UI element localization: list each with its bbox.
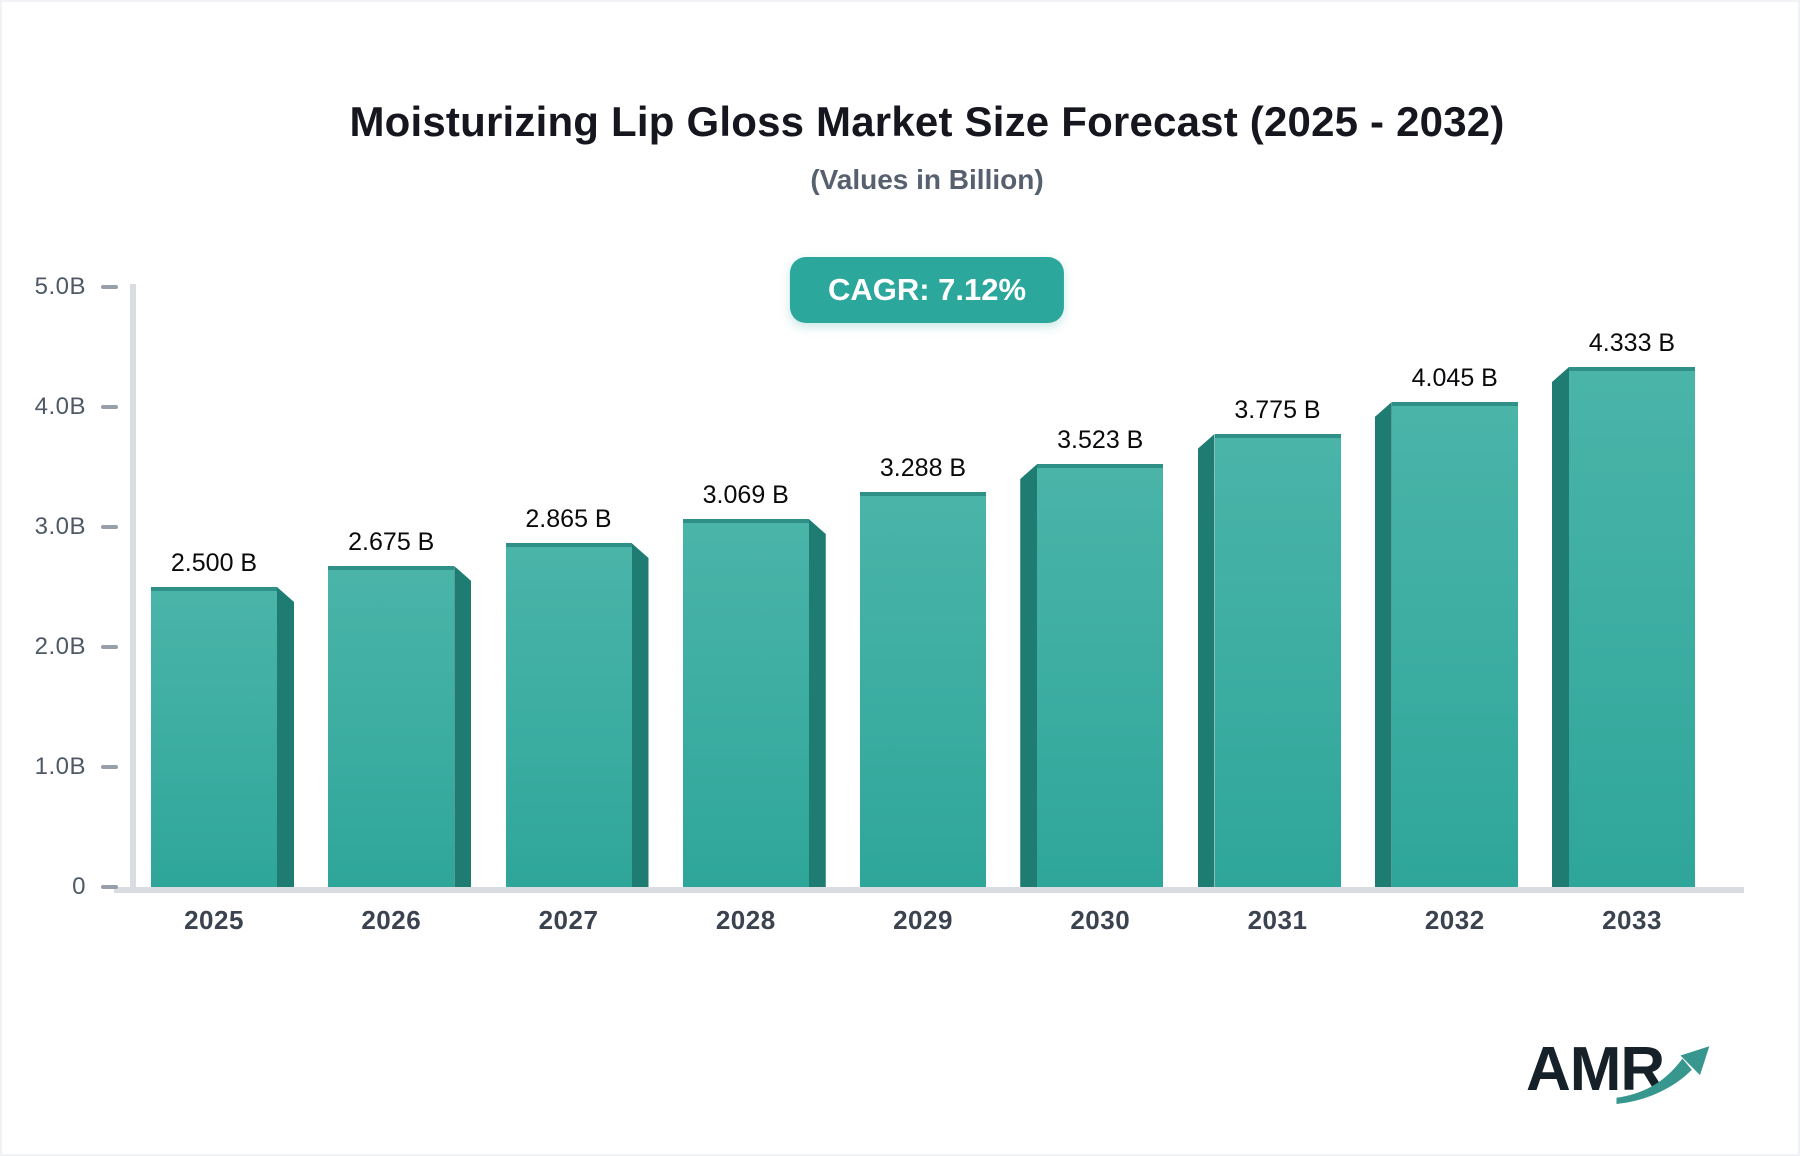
chart-subtitle: (Values in Billion)	[810, 164, 1044, 195]
bar-2029[interactable]	[860, 492, 986, 887]
brand-logo: AMR	[1526, 1034, 1736, 1124]
bar-value-label: 4.333 B	[1588, 329, 1676, 357]
y-tick-mark	[101, 885, 118, 889]
bar-side-panel-2026	[454, 566, 472, 887]
bar-value-label: 2.500 B	[170, 549, 258, 577]
bar-value-label: 3.775 B	[1234, 396, 1321, 424]
bar-2031[interactable]	[1214, 434, 1341, 887]
y-tick-mark	[101, 765, 118, 769]
bar-value-label: 3.069 B	[702, 481, 789, 509]
x-axis-label-2033: 2033	[1602, 905, 1662, 935]
bar-side-panel-2033	[1552, 367, 1569, 887]
x-axis-line	[114, 887, 1744, 893]
bar-2028[interactable]	[682, 519, 809, 887]
bar-value-label: 2.865 B	[525, 505, 612, 533]
bar-side-panel-2028	[808, 519, 826, 887]
y-tick-mark	[101, 525, 118, 529]
x-axis-label-2027: 2027	[538, 905, 599, 935]
y-tick-label: 1.0B	[34, 753, 86, 780]
bar-side-panel-2025	[277, 587, 294, 887]
x-axis-label-2029: 2029	[893, 905, 953, 935]
y-tick-mark	[101, 405, 118, 409]
y-tick-mark	[101, 645, 118, 649]
bar-value-label: 3.523 B	[1057, 426, 1144, 454]
bar-2033[interactable]	[1569, 367, 1695, 887]
bar-value-label: 2.675 B	[348, 528, 435, 556]
y-axis-line	[130, 284, 136, 893]
x-axis-label-2032: 2032	[1424, 905, 1485, 935]
x-axis-label-2030: 2030	[1070, 905, 1131, 935]
cagr-badge: CAGR: 7.12%	[789, 257, 1065, 323]
x-axis-label-2031: 2031	[1247, 905, 1308, 935]
bar-2032[interactable]	[1391, 402, 1518, 887]
bar-2025[interactable]	[151, 587, 277, 887]
bar-2027[interactable]	[505, 543, 632, 887]
y-tick-label: 4.0B	[34, 393, 86, 420]
page-title: Moisturizing Lip Gloss Market Size Forec…	[349, 98, 1505, 145]
growth-arrow-icon	[1616, 1046, 1710, 1104]
bar-2030[interactable]	[1037, 464, 1164, 887]
bar-value-label: 4.045 B	[1411, 364, 1498, 392]
bar-2026[interactable]	[328, 566, 455, 887]
bar-value-label: 3.288 B	[879, 454, 967, 482]
y-tick-mark	[101, 285, 118, 289]
x-axis-label-2028: 2028	[715, 905, 776, 935]
y-tick-label: 3.0B	[34, 513, 86, 540]
bar-side-panel-2032	[1374, 402, 1392, 887]
y-tick-label: 5.0B	[34, 273, 86, 300]
y-tick-label: 0	[72, 873, 86, 900]
x-axis-label-2025: 2025	[184, 905, 244, 935]
bar-side-panel-2031	[1197, 434, 1215, 887]
x-axis-label-2026: 2026	[361, 905, 422, 935]
bar-side-panel-2030	[1020, 464, 1038, 887]
bar-side-panel-2027	[631, 543, 649, 887]
y-tick-label: 2.0B	[34, 633, 86, 660]
